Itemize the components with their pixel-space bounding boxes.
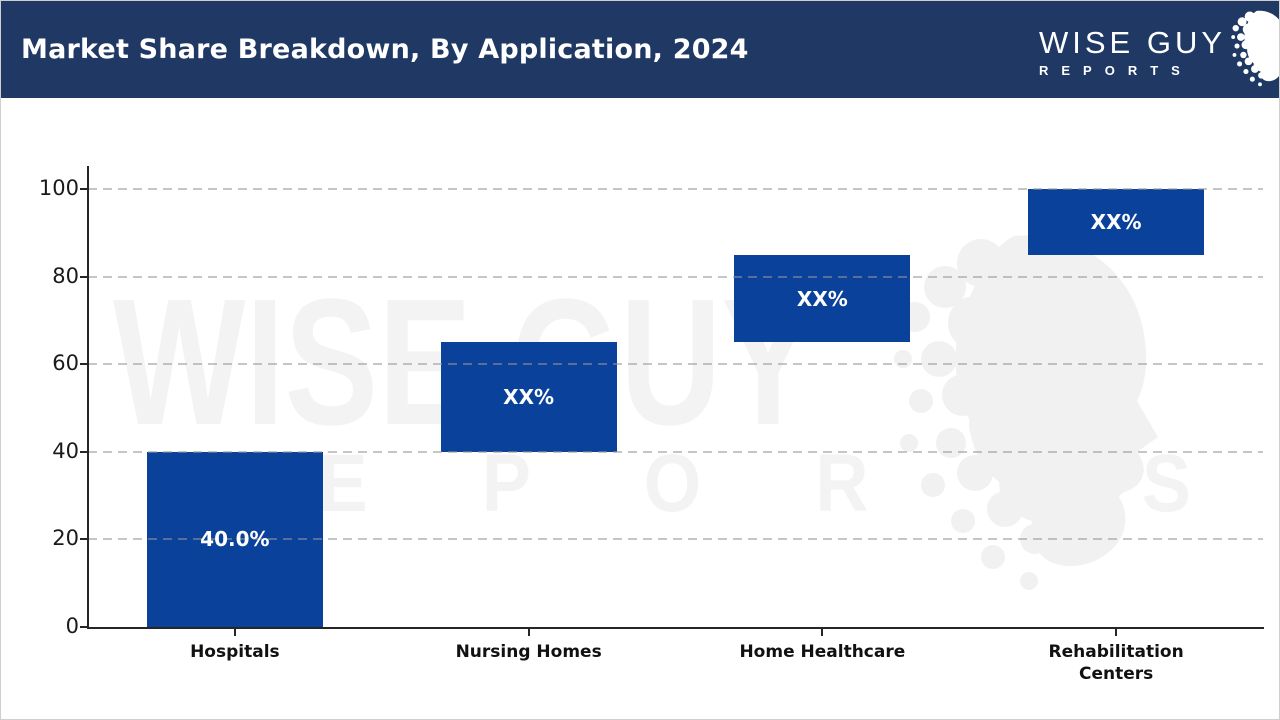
bar-nursing-homes	[440, 342, 617, 452]
x-tick-label: Hospitals	[190, 642, 280, 662]
logo-head-icon	[1231, 10, 1279, 87]
y-tick-mark	[80, 450, 88, 453]
gridline-40	[88, 450, 1263, 453]
bar-value-label: XX%	[503, 385, 555, 410]
y-tick-mark	[80, 626, 88, 628]
x-tick-label: Home Healthcare	[739, 642, 906, 662]
y-tick-label: 40	[52, 438, 79, 463]
y-tick-mark	[80, 538, 88, 541]
y-tick-label: 60	[52, 351, 79, 376]
bar-value-label: 40.0%	[200, 527, 270, 552]
bar-home-healthcare	[734, 254, 911, 343]
y-tick-mark	[80, 275, 88, 278]
x-tick-label: Nursing Homes	[455, 642, 602, 662]
logo-wordmark: WISE GUY REPORTS	[1039, 27, 1226, 78]
y-tick-mark	[80, 188, 88, 190]
bar-value-label: XX%	[1090, 209, 1142, 234]
y-tick-mark	[80, 363, 88, 366]
x-tick-mark	[821, 629, 824, 636]
x-tick-mark	[527, 629, 530, 636]
y-tick-label: 80	[52, 263, 79, 288]
logo-line1: WISE GUY	[1039, 25, 1227, 61]
x-axis-line	[87, 627, 1264, 629]
x-tick-label: Rehabilitation Centers	[1048, 642, 1184, 685]
y-tick-label: 20	[52, 526, 79, 551]
logo-line2: REPORTS	[1039, 62, 1193, 78]
y-tick-label: 100	[38, 176, 79, 200]
x-tick-mark	[233, 629, 236, 636]
brand-logo: WISE GUY REPORTS	[1039, 7, 1279, 92]
gridline-100	[88, 188, 1263, 190]
gridline-60	[88, 363, 1263, 366]
y-axis-line	[87, 166, 89, 629]
y-tick-label: 0	[65, 614, 79, 638]
bar-value-label: XX%	[796, 286, 848, 311]
header: Market Share Breakdown, By Application, …	[1, 1, 1279, 98]
bar-rehabilitation-centers	[1028, 189, 1205, 255]
gridline-80	[88, 275, 1263, 278]
page-title: Market Share Breakdown, By Application, …	[21, 34, 749, 65]
x-tick-mark	[1115, 629, 1118, 636]
gridline-20	[88, 538, 1263, 541]
watermark-head-icon	[894, 235, 1158, 590]
